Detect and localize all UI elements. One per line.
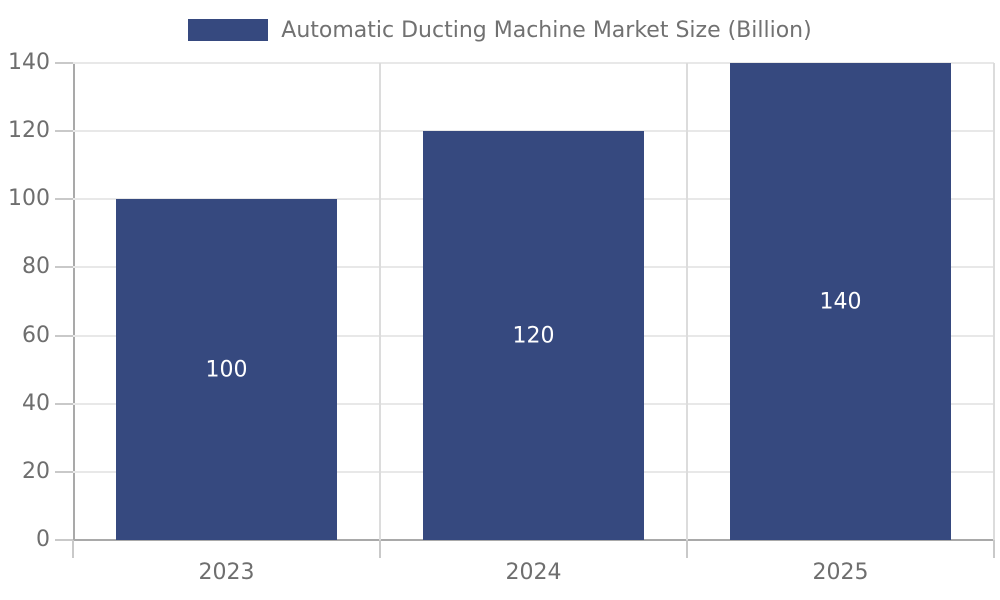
bar-2025: 140 (730, 63, 951, 540)
bar-value-label: 100 (205, 357, 248, 383)
y-axis-tick-label: 100 (8, 186, 50, 212)
plot-area: 100 120 140 (73, 62, 995, 540)
gridline-horizontal (73, 62, 994, 64)
y-axis-tick-mark (55, 130, 73, 133)
y-axis-tick-mark (55, 198, 73, 201)
gridline-horizontal (73, 130, 994, 133)
x-axis-tick-mark (72, 540, 74, 558)
y-axis-tick-label: 80 (22, 254, 50, 280)
legend-label: Automatic Ducting Machine Market Size (B… (281, 17, 812, 43)
gridline-vertical (379, 63, 381, 540)
gridline-vertical (993, 63, 995, 540)
y-axis-tick-mark (55, 62, 73, 64)
x-axis-tick-label: 2025 (812, 560, 869, 585)
y-axis-tick-mark (55, 334, 73, 337)
y-axis-tick-label: 120 (8, 118, 50, 144)
x-axis-tick-mark (686, 540, 688, 558)
y-axis-tick-label: 60 (22, 322, 50, 348)
y-axis-tick-label: 20 (22, 458, 50, 484)
y-axis-line (73, 63, 75, 540)
legend-swatch (188, 19, 269, 41)
y-axis-tick-label: 140 (8, 50, 50, 75)
x-axis-tick-label: 2024 (505, 560, 562, 585)
bar-2024: 120 (423, 131, 644, 540)
y-axis-tick-mark (55, 266, 73, 269)
x-axis-line (73, 539, 994, 541)
y-axis-tick-mark (55, 539, 73, 541)
bar-value-label: 120 (512, 323, 555, 349)
y-axis-tick-mark (55, 402, 73, 405)
bar-value-label: 140 (819, 289, 862, 314)
y-axis-tick-label: 40 (22, 390, 50, 416)
y-axis-tick-label: 0 (36, 527, 50, 552)
legend: Automatic Ducting Machine Market Size (B… (0, 17, 1000, 43)
y-axis-tick-mark (55, 470, 73, 473)
bar-2023: 100 (116, 199, 337, 540)
x-axis-tick-mark (993, 540, 995, 558)
x-axis-tick-label: 2023 (198, 560, 255, 585)
gridline-vertical (686, 63, 688, 540)
x-axis-tick-mark (379, 540, 381, 558)
